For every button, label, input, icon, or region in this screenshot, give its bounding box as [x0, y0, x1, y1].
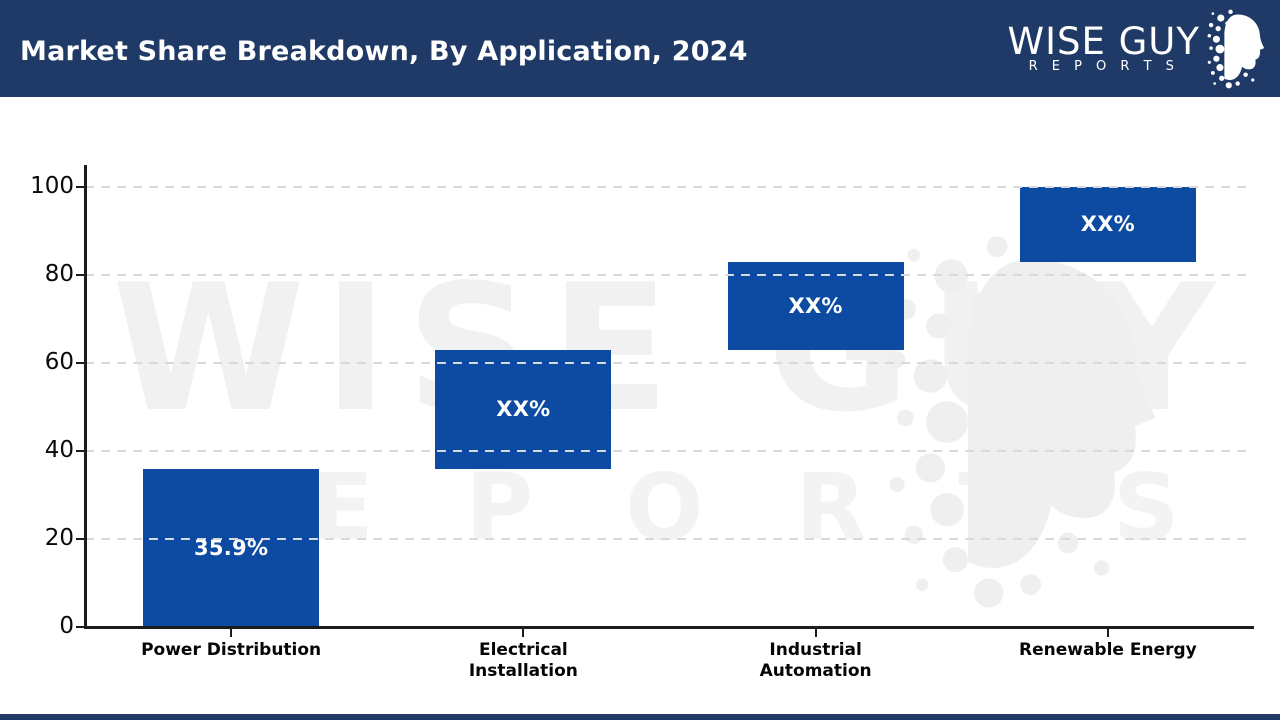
gridline [85, 450, 1253, 452]
x-axis-label: Renewable Energy [968, 640, 1248, 661]
x-axis-label-line: Electrical [478, 640, 568, 660]
y-tick-mark [76, 186, 85, 188]
y-axis-spine [84, 165, 87, 627]
bar: XX% [727, 261, 904, 350]
bar: XX% [1019, 187, 1196, 262]
x-axis-label-line: Power Distribution [141, 640, 322, 660]
x-tick-mark [814, 629, 817, 637]
x-axis-label-line: Renewable Energy [1018, 640, 1197, 660]
chart-title: Market Share Breakdown, By Application, … [20, 36, 748, 67]
y-tick-label: 80 [44, 261, 74, 287]
y-tick-mark [76, 450, 85, 452]
y-tick-mark [76, 362, 85, 364]
x-tick-mark [1106, 629, 1109, 637]
gridline [85, 538, 1253, 540]
x-axis-label-line: Automation [759, 660, 872, 681]
bar-value-label: XX% [788, 293, 843, 318]
gridline [85, 186, 1253, 188]
logo-subtext: R E P O R T S [1028, 59, 1179, 75]
bar-value-label: XX% [496, 397, 551, 422]
gridline [85, 274, 1253, 276]
x-axis-label: Industrial Automation [676, 640, 956, 681]
gridline [85, 362, 1253, 364]
x-axis-line [84, 626, 1254, 629]
y-tick-mark [76, 274, 85, 276]
x-tick-mark [230, 629, 233, 637]
x-axis-label-line: Industrial [769, 640, 862, 660]
y-tick-mark [76, 626, 85, 628]
x-axis-label: Electrical Installation [383, 640, 663, 681]
wiseguy-logo: WISE GUY R E P O R T S [1008, 8, 1266, 90]
bar-value-label: XX% [1080, 212, 1136, 237]
x-axis-label: Power Distribution [91, 640, 371, 661]
bar-value-label: 35.9% [193, 536, 269, 560]
y-tick-label: 20 [44, 525, 74, 551]
bar: 35.9% [143, 469, 320, 627]
header-bar: Market Share Breakdown, By Application, … [0, 0, 1280, 97]
bar: XX% [435, 349, 612, 470]
plot-area: 0 20 40 60 80 100 35.9% Power Distribution XX% El… [0, 97, 1280, 714]
logo-wordmark: WISE GUY [1007, 19, 1200, 63]
wiseguy-head-icon [1204, 8, 1266, 90]
y-tick-label: 100 [30, 173, 74, 199]
y-tick-mark [76, 538, 85, 540]
y-tick-label: 40 [44, 437, 74, 463]
y-tick-label: 60 [44, 349, 74, 375]
x-axis-label-line: Installation [468, 660, 578, 681]
footer-bar [0, 714, 1280, 720]
logo-text: WISE GUY R E P O R T S [1007, 19, 1200, 75]
y-tick-label: 0 [59, 613, 74, 639]
x-tick-mark [522, 629, 525, 637]
